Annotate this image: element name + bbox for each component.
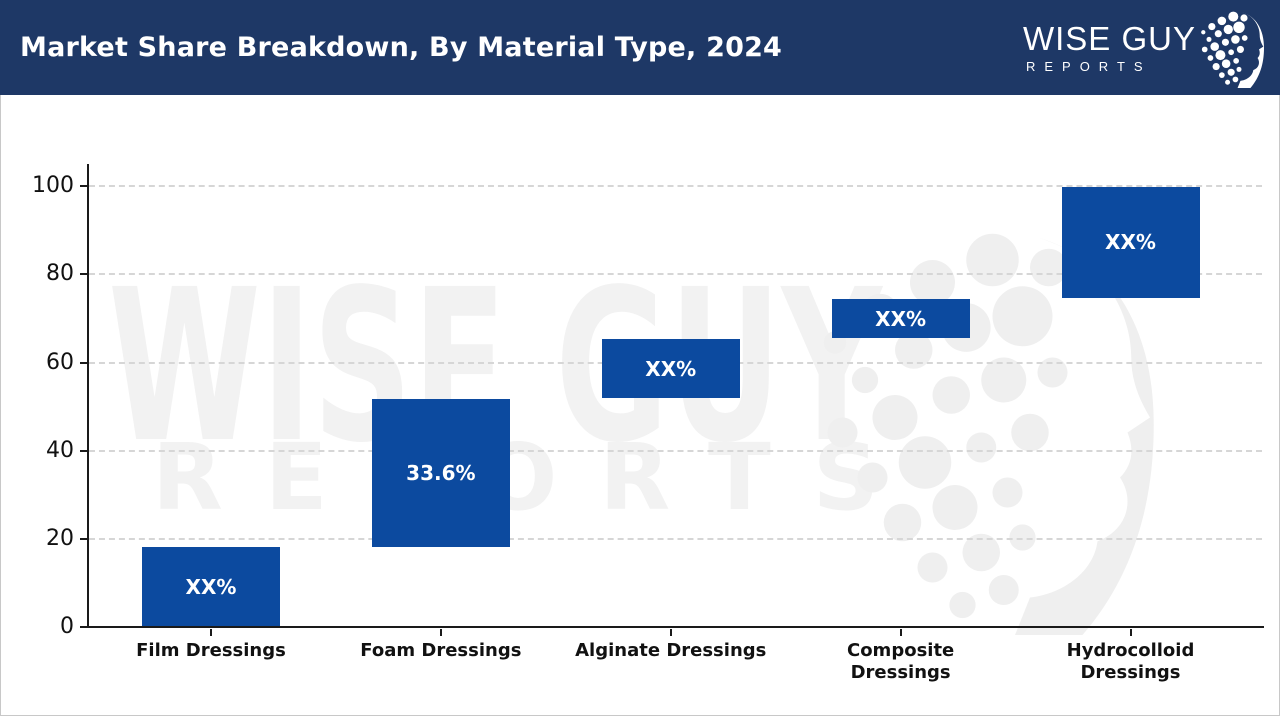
bar-segment: XX%	[142, 546, 280, 627]
bar-value-label: XX%	[645, 356, 697, 381]
y-tick-60	[80, 361, 87, 364]
x-category-label-line: Alginate Dressings	[575, 640, 767, 661]
bar-segment: XX%	[831, 299, 970, 338]
x-category-label-line: Dressings	[1080, 662, 1181, 683]
bar-value-label: XX%	[1105, 230, 1156, 255]
y-tick-80	[80, 273, 87, 276]
y-tick-20	[80, 537, 87, 540]
x-category-label: Alginate Dressings	[559, 640, 783, 662]
x-tick	[669, 629, 672, 636]
logo-head-icon	[1201, 11, 1264, 88]
x-tick	[210, 629, 212, 636]
gridline-80	[89, 273, 1262, 276]
bar-segment: XX%	[1061, 187, 1200, 298]
watermark-tagline: REPORTS	[152, 424, 922, 531]
y-tick-100	[80, 185, 87, 188]
wiseguy-logo: WISE GUY REPORTS	[1023, 8, 1266, 88]
x-category-label-line: Hydrocolloid	[1066, 640, 1195, 661]
logo-name: WISE GUY	[1022, 19, 1196, 57]
bar-value-label: XX%	[185, 574, 237, 599]
x-axis-line	[87, 626, 1264, 628]
y-tick-label-20: 20	[46, 525, 74, 551]
bar-value-label: 33.6%	[406, 460, 476, 485]
y-tick-label-0: 0	[60, 614, 74, 639]
y-tick-0	[80, 626, 87, 628]
gridline-100	[89, 185, 1262, 188]
y-tick-label-60: 60	[46, 349, 74, 375]
bar-segment: XX%	[601, 339, 740, 399]
y-tick-label-40: 40	[46, 437, 74, 463]
logo-text: WISE GUY REPORTS	[1023, 22, 1196, 74]
header-bar: Market Share Breakdown, By Material Type…	[0, 0, 1280, 95]
y-tick-40	[80, 449, 87, 452]
gridline-20	[89, 537, 1262, 540]
bar-value-label: XX%	[875, 306, 927, 331]
x-category-label: Film Dressings	[99, 640, 323, 662]
y-tick-label-100: 100	[32, 173, 74, 199]
x-category-label: Hydrocolloid Dressings	[1019, 640, 1243, 684]
bar-segment: 33.6%	[371, 398, 510, 547]
x-category-label: Foam Dressings	[329, 640, 553, 662]
gridline-40	[89, 449, 1262, 452]
x-tick	[1129, 629, 1132, 636]
x-category-label-line: Film Dressings	[136, 640, 286, 661]
x-category-label-line: Dressings	[850, 662, 951, 683]
y-axis-line	[87, 164, 89, 628]
y-tick-label-80: 80	[46, 261, 74, 287]
x-category-label: Composite Dressings	[789, 640, 1013, 684]
logo-tagline: REPORTS	[1025, 58, 1152, 74]
x-category-label-line: Foam Dressings	[360, 640, 522, 661]
x-tick	[899, 629, 902, 636]
chart-title: Market Share Breakdown, By Material Type…	[20, 32, 783, 63]
x-category-label-line: Composite	[846, 640, 955, 661]
x-tick	[439, 629, 442, 636]
